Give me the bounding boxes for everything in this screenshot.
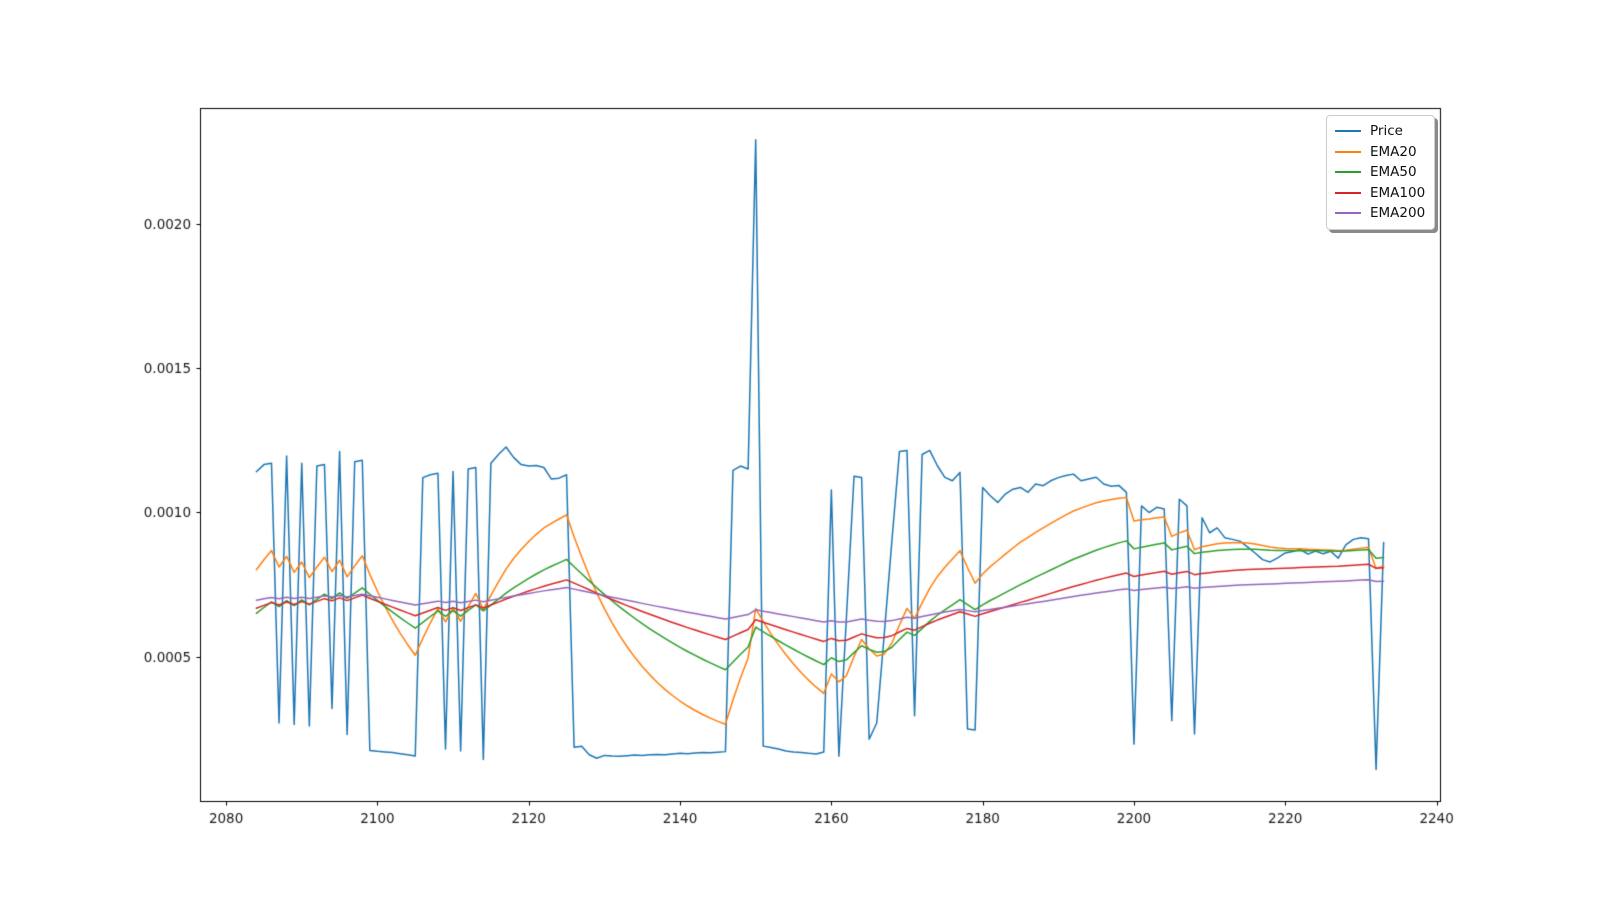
legend-line-ema20-icon <box>1335 150 1361 153</box>
legend-label-ema20: EMA20 <box>1370 143 1417 160</box>
legend-item-price: Price <box>1335 121 1425 142</box>
legend-item-ema20: EMA20 <box>1335 142 1425 163</box>
legend-label-ema100: EMA100 <box>1370 184 1426 201</box>
legend-label-price: Price <box>1370 123 1403 139</box>
legend-line-ema50-icon <box>1335 171 1361 174</box>
legend-label-ema50: EMA50 <box>1370 164 1417 180</box>
legend-item-ema100: EMA100 <box>1335 183 1425 204</box>
legend-label-ema200: EMA200 <box>1370 205 1426 221</box>
legend: Price EMA20 EMA50 EMA100 EMA200 <box>1326 115 1436 230</box>
legend-line-ema100-icon <box>1335 191 1361 194</box>
legend-line-price-icon <box>1335 130 1361 133</box>
legend-item-ema200: EMA200 <box>1335 203 1425 224</box>
legend-item-ema50: EMA50 <box>1335 162 1425 183</box>
legend-line-ema200-icon <box>1335 212 1361 215</box>
